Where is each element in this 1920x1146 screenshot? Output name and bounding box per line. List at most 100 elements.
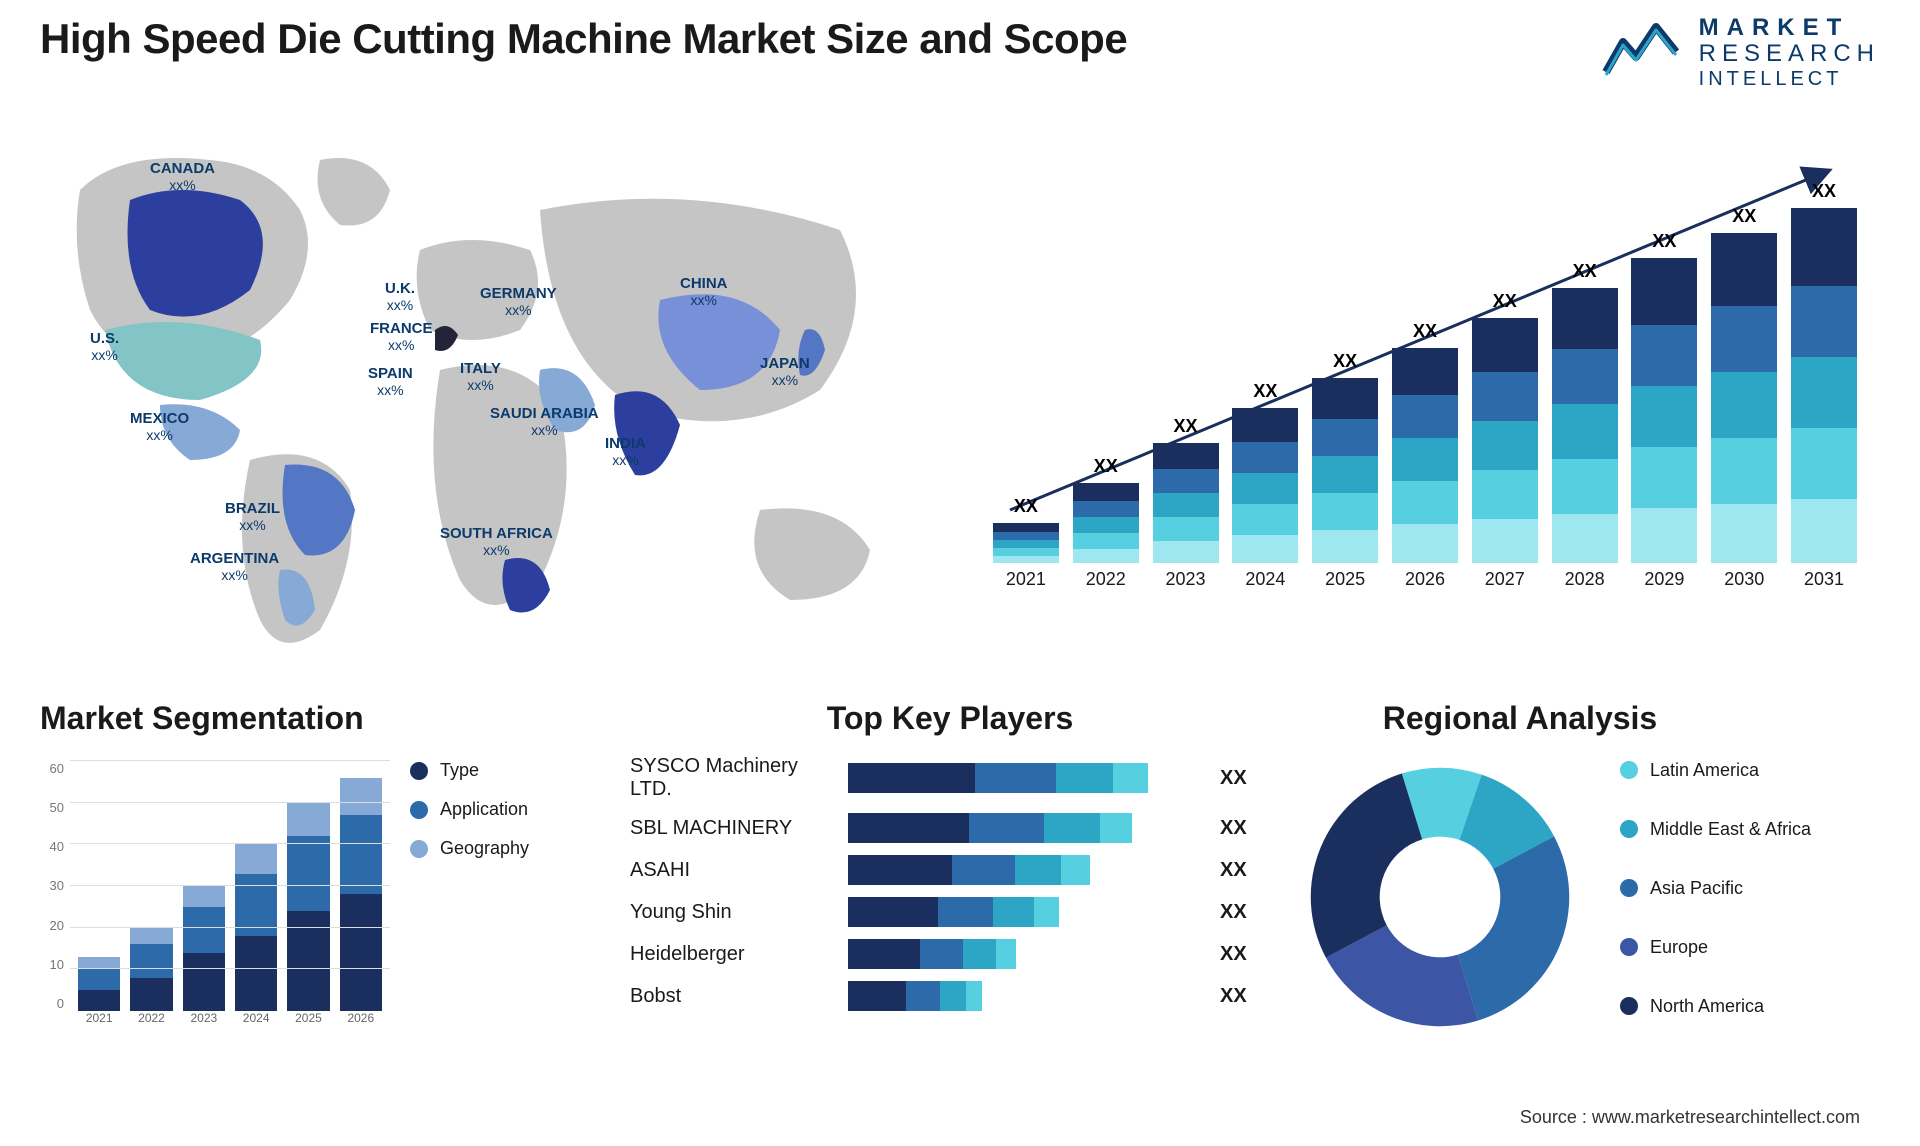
legend-label: Type bbox=[440, 760, 479, 781]
bar-segment bbox=[940, 981, 965, 1011]
legend-label: Geography bbox=[440, 838, 529, 859]
year-label: 2022 bbox=[1086, 569, 1126, 590]
bar-segment bbox=[1100, 813, 1132, 843]
bar-segment bbox=[848, 981, 906, 1011]
forecast-bar: XX2031 bbox=[1788, 181, 1860, 590]
segmentation-legend: TypeApplicationGeography bbox=[410, 760, 529, 877]
source-label: Source : www.marketresearchintellect.com bbox=[1520, 1107, 1860, 1128]
y-tick: 40 bbox=[36, 839, 64, 854]
legend-label: Asia Pacific bbox=[1650, 878, 1743, 899]
bar-segment bbox=[235, 844, 277, 873]
legend-item: North America bbox=[1620, 996, 1811, 1017]
x-label: 2023 bbox=[183, 1011, 225, 1041]
map-callout: CANADAxx% bbox=[150, 160, 215, 193]
bar-segment bbox=[1232, 473, 1298, 504]
forecast-bar: XX2026 bbox=[1389, 321, 1461, 590]
bar-segment bbox=[340, 894, 382, 1011]
legend-label: Middle East & Africa bbox=[1650, 819, 1811, 840]
year-label: 2025 bbox=[1325, 569, 1365, 590]
bar-segment bbox=[848, 855, 952, 885]
x-label: 2026 bbox=[340, 1011, 382, 1041]
player-bar bbox=[848, 813, 1132, 843]
map-callout: U.K.xx% bbox=[385, 280, 415, 313]
bar-segment bbox=[1153, 517, 1219, 541]
player-name: Heidelberger bbox=[630, 943, 830, 966]
bar-segment bbox=[340, 815, 382, 894]
bar-segment bbox=[993, 548, 1059, 556]
bar-segment bbox=[235, 936, 277, 1011]
bar-value-label: XX bbox=[1413, 321, 1437, 342]
y-tick: 10 bbox=[36, 957, 64, 972]
legend-swatch bbox=[410, 762, 428, 780]
bar-segment bbox=[952, 855, 1015, 885]
x-label: 2025 bbox=[287, 1011, 329, 1041]
x-label: 2021 bbox=[78, 1011, 120, 1041]
bar-segment bbox=[993, 897, 1033, 927]
player-bar bbox=[848, 855, 1090, 885]
map-country-name: ARGENTINA bbox=[190, 550, 279, 567]
player-value: XX bbox=[1220, 767, 1270, 790]
y-tick: 20 bbox=[36, 918, 64, 933]
bar-segment bbox=[1711, 372, 1777, 438]
bar-segment bbox=[1232, 504, 1298, 535]
map-country-value: xx% bbox=[490, 422, 599, 438]
bar-segment bbox=[1153, 541, 1219, 563]
logo-icon bbox=[1601, 17, 1681, 87]
player-bar bbox=[848, 939, 1016, 969]
page-title: High Speed Die Cutting Machine Market Si… bbox=[40, 15, 1127, 63]
bar-segment bbox=[938, 897, 993, 927]
player-value: XX bbox=[1220, 817, 1270, 840]
bar-segment bbox=[1472, 421, 1538, 470]
bar-segment bbox=[1015, 855, 1061, 885]
map-callout: FRANCExx% bbox=[370, 320, 433, 353]
year-label: 2028 bbox=[1565, 569, 1605, 590]
segmentation-bar bbox=[183, 886, 225, 1011]
year-label: 2027 bbox=[1485, 569, 1525, 590]
legend-swatch bbox=[1620, 938, 1638, 956]
player-name: ASAHI bbox=[630, 859, 830, 882]
forecast-bar: XX2030 bbox=[1708, 206, 1780, 590]
map-callout: U.S.xx% bbox=[90, 330, 119, 363]
map-callout: SPAINxx% bbox=[368, 365, 413, 398]
forecast-bar: XX2027 bbox=[1469, 291, 1541, 590]
bar-segment bbox=[130, 978, 172, 1011]
bar-segment bbox=[1791, 499, 1857, 563]
bar-segment bbox=[183, 953, 225, 1011]
bar-segment bbox=[183, 907, 225, 953]
map-country-value: xx% bbox=[385, 297, 415, 313]
map-country-name: CANADA bbox=[150, 160, 215, 177]
bar-segment bbox=[1631, 447, 1697, 508]
bar-segment bbox=[1392, 524, 1458, 563]
map-country-name: ITALY bbox=[460, 360, 501, 377]
year-label: 2021 bbox=[1006, 569, 1046, 590]
bar-segment bbox=[1631, 386, 1697, 447]
forecast-bar: XX2025 bbox=[1309, 351, 1381, 590]
map-country-value: xx% bbox=[368, 382, 413, 398]
bar-segment bbox=[78, 990, 120, 1011]
legend-swatch bbox=[410, 801, 428, 819]
bar-value-label: XX bbox=[1732, 206, 1756, 227]
map-country-name: SOUTH AFRICA bbox=[440, 525, 553, 542]
bar-segment bbox=[848, 897, 938, 927]
bar-segment bbox=[130, 928, 172, 945]
bar-segment bbox=[1472, 372, 1538, 421]
bar-segment bbox=[1552, 288, 1618, 349]
logo-line-2: RESEARCH bbox=[1699, 41, 1880, 67]
regional-legend: Latin AmericaMiddle East & AfricaAsia Pa… bbox=[1620, 760, 1811, 1035]
legend-swatch bbox=[1620, 820, 1638, 838]
bar-segment bbox=[993, 556, 1059, 563]
logo-line-1: MARKET bbox=[1699, 15, 1880, 41]
world-map: CANADAxx%U.S.xx%MEXICOxx%BRAZILxx%ARGENT… bbox=[40, 130, 920, 670]
players-section: Top Key Players SYSCO Machinery LTD.XXSB… bbox=[630, 700, 1270, 1011]
map-country-value: xx% bbox=[190, 567, 279, 583]
legend-item: Geography bbox=[410, 838, 529, 859]
players-title: Top Key Players bbox=[630, 700, 1270, 737]
logo-line-3: INTELLECT bbox=[1699, 68, 1880, 90]
y-tick: 30 bbox=[36, 878, 64, 893]
map-country-name: FRANCE bbox=[370, 320, 433, 337]
legend-item: Europe bbox=[1620, 937, 1811, 958]
bar-segment bbox=[1392, 395, 1458, 438]
player-name: SYSCO Machinery LTD. bbox=[630, 755, 830, 801]
map-callout: CHINAxx% bbox=[680, 275, 728, 308]
bar-segment bbox=[130, 944, 172, 977]
